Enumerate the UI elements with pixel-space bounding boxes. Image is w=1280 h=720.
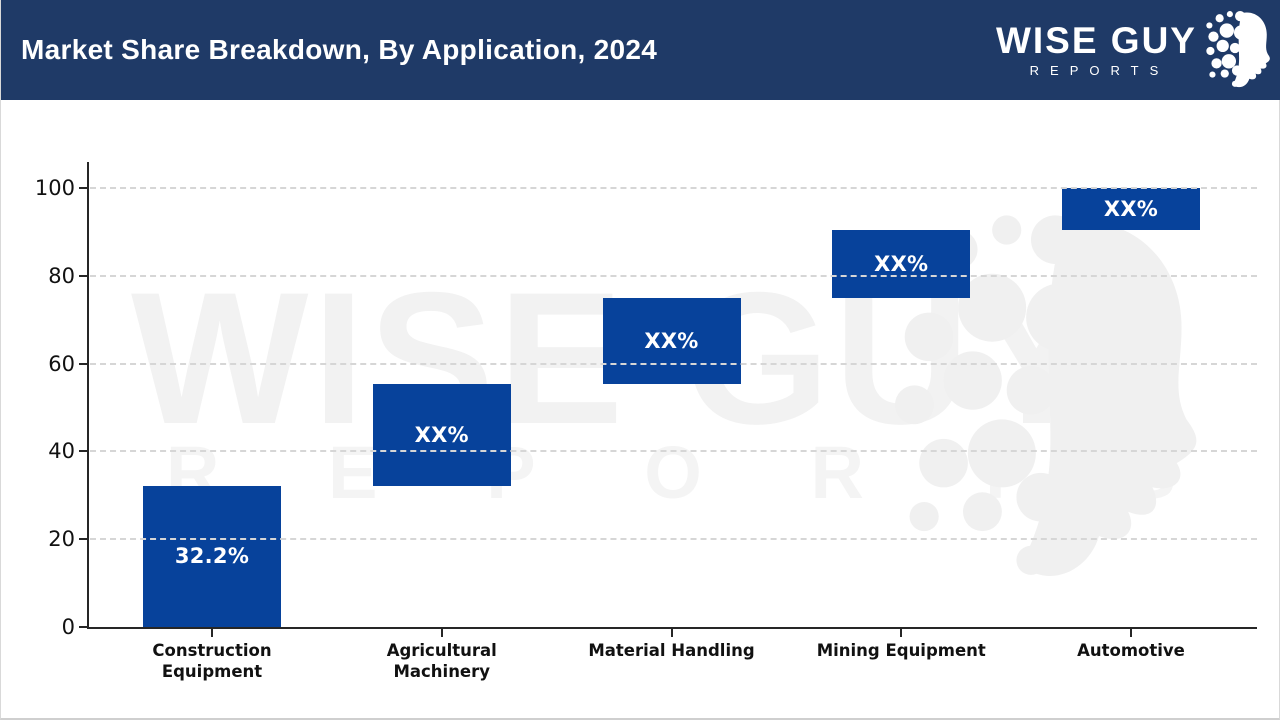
brand-logo: WISE GUY REPORTS: [996, 6, 1271, 94]
gridline-80: [90, 274, 1257, 277]
y-tick-20: [79, 538, 87, 541]
gridline-60: [90, 362, 1257, 365]
y-tick-label: 80: [48, 263, 75, 288]
bar-value-label: XX%: [874, 252, 929, 277]
bar-segment: XX%: [1062, 188, 1200, 231]
x-category-label: Agricultural Machinery: [386, 641, 497, 681]
bar-value-label: 32.2%: [174, 544, 250, 569]
y-tick-100: [79, 187, 87, 189]
x-tick: [900, 629, 903, 637]
x-tick: [1130, 629, 1132, 637]
gridline-100: [90, 187, 1257, 189]
bar-value-label: XX%: [644, 328, 699, 353]
brand-subname: REPORTS: [1029, 63, 1170, 78]
y-tick-label: 20: [48, 527, 75, 552]
x-category-label: Material Handling: [588, 641, 755, 660]
dotted-head-icon: [1206, 11, 1270, 88]
gridline-20: [90, 538, 1257, 541]
plot-area: 0 20 40 60 80 100 32.2% Construction Equipment X…: [1, 100, 1280, 720]
bar-value-label: XX%: [1103, 197, 1159, 222]
y-axis-line: [87, 162, 89, 629]
y-tick-80: [79, 274, 87, 277]
y-tick-60: [79, 362, 87, 365]
y-tick-40: [79, 450, 87, 453]
bar-segment: 32.2%: [143, 485, 281, 627]
bar-segment: XX%: [602, 298, 741, 384]
x-tick: [211, 629, 213, 637]
gridline-40: [90, 450, 1257, 453]
y-tick-label: 60: [48, 351, 75, 376]
x-category-label: Mining Equipment: [816, 641, 986, 660]
header-bar: Market Share Breakdown, By Application, …: [1, 0, 1280, 100]
y-tick-label: 100: [34, 176, 75, 200]
x-tick: [670, 629, 673, 637]
x-tick: [440, 629, 443, 637]
x-category-label: Automotive: [1077, 641, 1185, 660]
bar-segment: XX%: [832, 230, 971, 299]
y-tick-label: 0: [61, 615, 75, 639]
x-axis-line: [87, 627, 1257, 629]
bar-segment: XX%: [372, 383, 511, 486]
bar-value-label: XX%: [414, 422, 469, 447]
brand-name: WISE GUY: [995, 20, 1197, 61]
x-category-label: Construction Equipment: [152, 641, 272, 681]
brand-logo-text: WISE GUY REPORTS: [995, 20, 1197, 79]
y-tick-0: [79, 626, 87, 628]
page-title: Market Share Breakdown, By Application, …: [21, 34, 658, 65]
y-tick-label: 40: [48, 439, 75, 464]
